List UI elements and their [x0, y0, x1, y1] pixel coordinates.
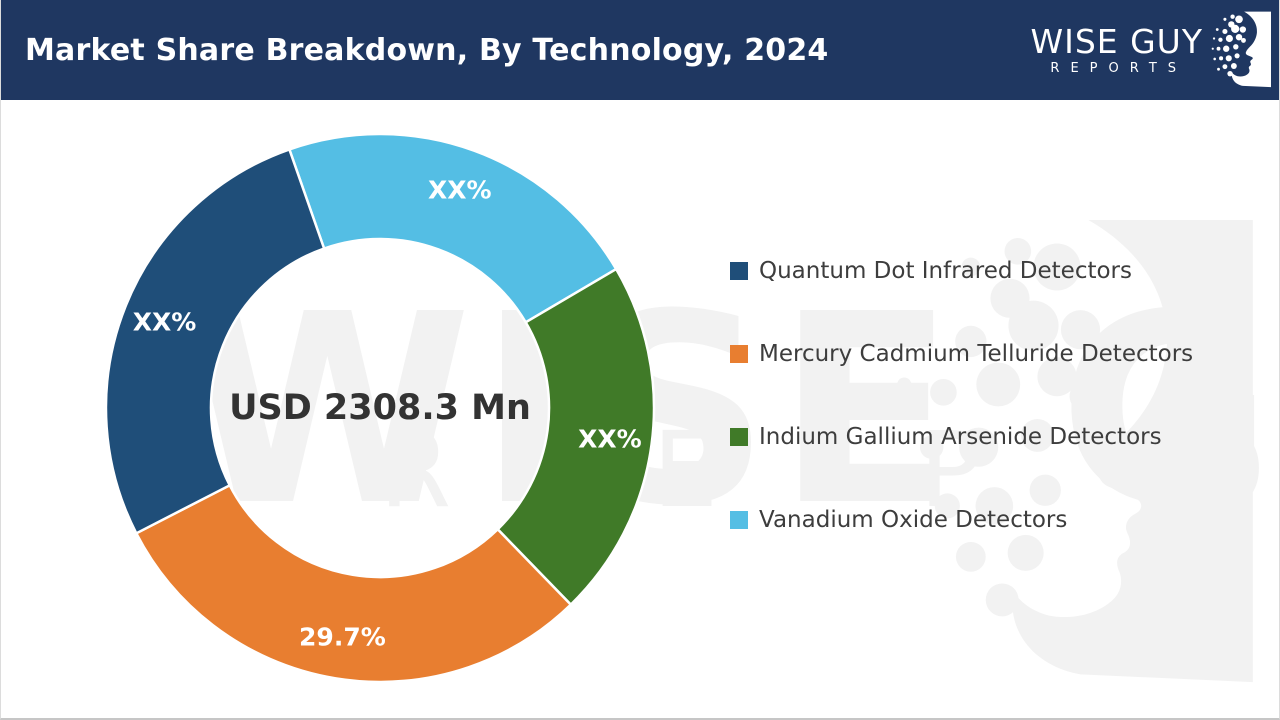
header-bar: Market Share Breakdown, By Technology, 2… — [1, 0, 1279, 100]
wise-guy-logo: WISE GUY REPORTS — [1030, 0, 1271, 100]
legend-item-mercury-cadmium: Mercury Cadmium Telluride Detectors — [730, 341, 1193, 367]
legend-item-indium-gallium: Indium Gallium Arsenide Detectors — [730, 424, 1193, 450]
logo-subtitle: REPORTS — [1050, 61, 1188, 76]
logo-text: WISE GUY REPORTS — [1030, 25, 1203, 75]
legend-label: Indium Gallium Arsenide Detectors — [759, 424, 1162, 450]
donut-chart: XX% XX% 29.7% XX% — [104, 132, 656, 684]
donut-segment — [135, 484, 573, 684]
donut-segment — [104, 148, 326, 535]
chart-area: WISE GUY R E P O R T S XX%XX%29.7%XX% US… — [1, 100, 1279, 718]
chart-legend: Quantum Dot Infrared Detectors Mercury C… — [730, 258, 1193, 533]
legend-swatch-icon — [730, 345, 748, 363]
donut-segment — [496, 267, 656, 606]
legend-swatch-icon — [730, 428, 748, 446]
legend-label: Quantum Dot Infrared Detectors — [759, 258, 1132, 284]
legend-label: Vanadium Oxide Detectors — [759, 507, 1068, 533]
chart-center-value: USD 2308.3 Mn — [229, 388, 531, 428]
legend-label: Mercury Cadmium Telluride Detectors — [759, 341, 1194, 367]
logo-wordmark: WISE GUY — [1030, 22, 1203, 61]
segment-value-label: XX% — [578, 425, 642, 454]
legend-swatch-icon — [730, 511, 748, 529]
donut-segment — [288, 132, 618, 324]
logo-face-icon — [1211, 11, 1271, 88]
legend-item-vanadium-oxide: Vanadium Oxide Detectors — [730, 507, 1193, 533]
page-title: Market Share Breakdown, By Technology, 2… — [25, 32, 829, 68]
legend-item-quantum-dot: Quantum Dot Infrared Detectors — [730, 258, 1193, 284]
legend-swatch-icon — [730, 262, 748, 280]
segment-value-label: XX% — [133, 308, 197, 337]
segment-value-label: XX% — [428, 176, 492, 205]
segment-value-label: 29.7% — [299, 622, 386, 651]
